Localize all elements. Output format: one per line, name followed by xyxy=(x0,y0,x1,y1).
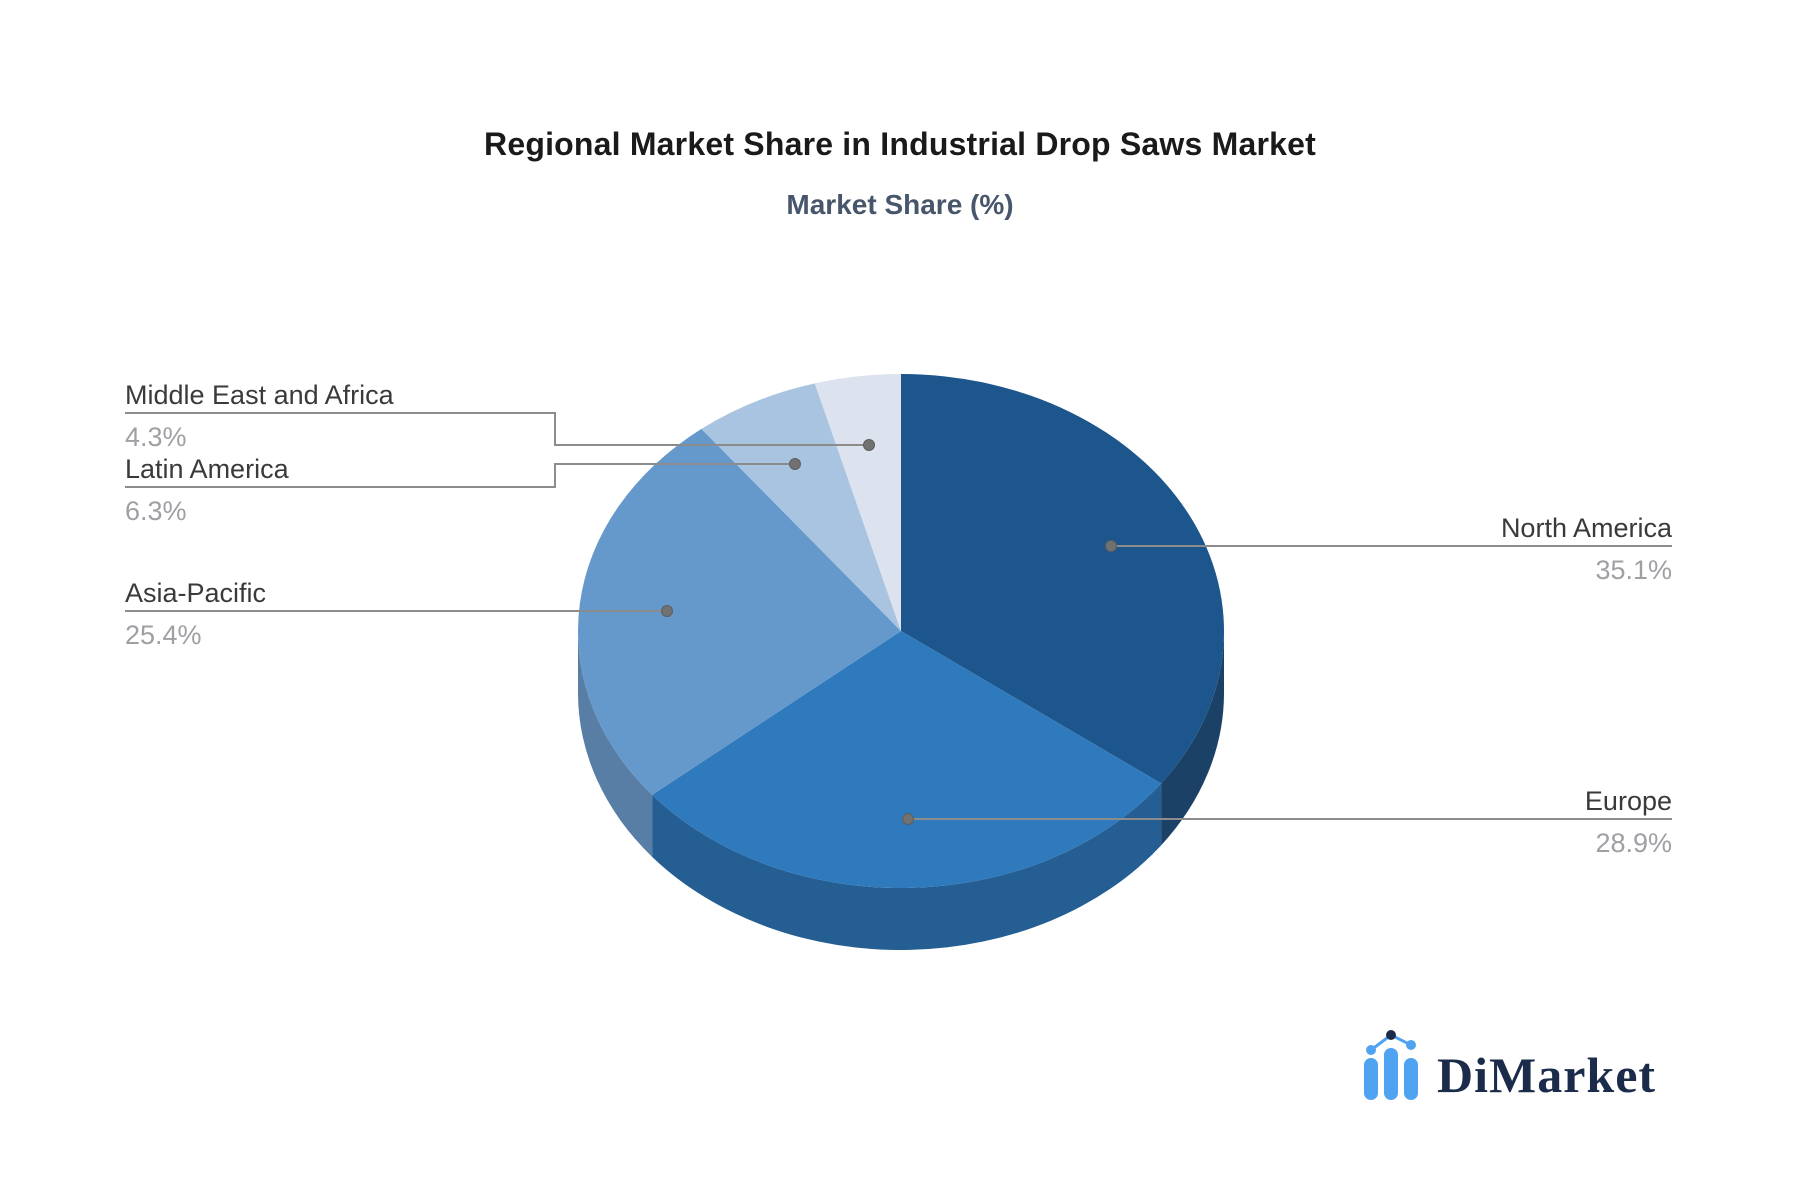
leader-dot-north-america xyxy=(1105,540,1117,552)
slice-value-latin-america: 6.3% xyxy=(125,496,187,526)
leader-dot-asia-pacific xyxy=(661,605,673,617)
pie-slice-side-europe xyxy=(652,783,1162,951)
pie-slice-middle-east-and-africa[interactable] xyxy=(814,374,901,631)
pie-slice-asia-pacific[interactable] xyxy=(577,428,901,795)
leader-line-latin-america xyxy=(125,463,795,488)
slice-value-asia-pacific: 25.4% xyxy=(125,620,202,650)
chart-subtitle: Market Share (%) xyxy=(786,189,1014,220)
leader-dot-latin-america xyxy=(789,458,801,470)
slice-label-asia-pacific: Asia-Pacific xyxy=(125,578,267,608)
pie-slice-north-america[interactable] xyxy=(901,374,1225,784)
pie-slice-side-north-america xyxy=(1161,631,1224,846)
slice-value-middle-east-and-africa: 4.3% xyxy=(125,422,187,452)
slice-label-middle-east-and-africa: Middle East and Africa xyxy=(125,380,394,410)
slice-label-north-america: North America xyxy=(1500,513,1672,543)
pie-slice-europe[interactable] xyxy=(652,631,1162,889)
slice-value-europe: 28.9% xyxy=(1595,828,1672,858)
leader-line-middle-east-and-africa xyxy=(125,412,869,446)
chart-title: Regional Market Share in Industrial Drop… xyxy=(484,126,1316,162)
slice-label-europe: Europe xyxy=(1584,786,1672,816)
slice-label-latin-america: Latin America xyxy=(125,454,289,484)
dimarket-logo: DiMarket xyxy=(1363,1030,1656,1103)
slice-value-north-america: 35.1% xyxy=(1595,555,1672,585)
dimarket-logo-text: DiMarket xyxy=(1437,1047,1657,1103)
leader-dot-middle-east-and-africa xyxy=(863,439,875,451)
pie-slice-side-asia-pacific xyxy=(578,631,653,857)
leader-dot-europe xyxy=(902,813,914,825)
bar-line-chart-icon xyxy=(1364,1030,1418,1100)
